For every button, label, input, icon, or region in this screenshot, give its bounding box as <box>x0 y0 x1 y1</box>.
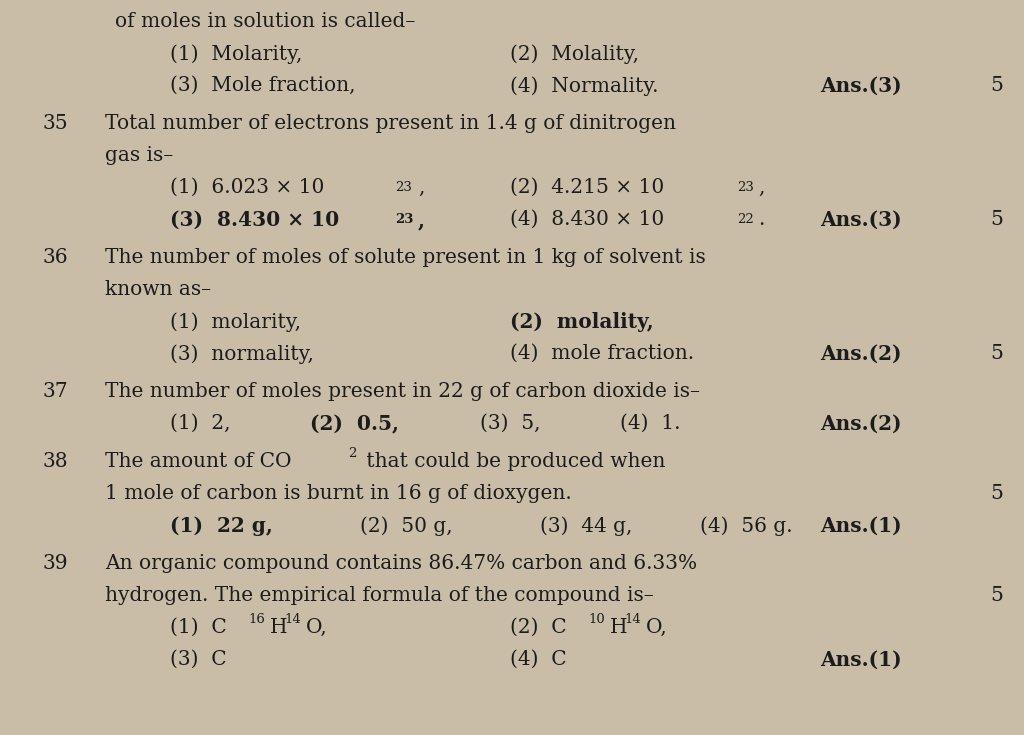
Text: (3)  C: (3) C <box>170 650 226 669</box>
Text: The number of moles present in 22 g of carbon dioxide is–: The number of moles present in 22 g of c… <box>105 382 700 401</box>
Text: (3)  5,: (3) 5, <box>480 414 541 433</box>
Text: hydrogen. The empirical formula of the compound is–: hydrogen. The empirical formula of the c… <box>105 586 653 605</box>
Text: (3)  Mole fraction,: (3) Mole fraction, <box>170 76 355 95</box>
Text: .: . <box>758 210 764 229</box>
Text: 10: 10 <box>588 613 605 626</box>
Text: ,: , <box>418 210 425 230</box>
Text: H: H <box>610 618 628 637</box>
Text: 14: 14 <box>624 613 641 626</box>
Text: 35: 35 <box>42 114 68 133</box>
Text: H: H <box>270 618 288 637</box>
Text: (1)  6.023 × 10: (1) 6.023 × 10 <box>170 178 325 197</box>
Text: (2)  molality,: (2) molality, <box>510 312 653 332</box>
Text: 5: 5 <box>990 210 1002 229</box>
Text: 23: 23 <box>395 213 414 226</box>
Text: of moles in solution is called–: of moles in solution is called– <box>115 12 416 31</box>
Text: 23: 23 <box>737 181 754 194</box>
Text: 1 mole of carbon is burnt in 16 g of dioxygen.: 1 mole of carbon is burnt in 16 g of dio… <box>105 484 571 503</box>
Text: ,: , <box>758 178 764 197</box>
Text: 5: 5 <box>990 344 1002 363</box>
Text: O,: O, <box>306 618 328 637</box>
Text: 39: 39 <box>42 554 68 573</box>
Text: (3)  normality,: (3) normality, <box>170 344 314 364</box>
Text: An organic compound contains 86.47% carbon and 6.33%: An organic compound contains 86.47% carb… <box>105 554 697 573</box>
Text: (2)  50 g,: (2) 50 g, <box>360 516 453 536</box>
Text: Ans.(2): Ans.(2) <box>820 414 901 434</box>
Text: 23: 23 <box>395 181 412 194</box>
Text: Total number of electrons present in 1.4 g of dinitrogen: Total number of electrons present in 1.4… <box>105 114 676 133</box>
Text: 37: 37 <box>42 382 68 401</box>
Text: (4)  56 g.: (4) 56 g. <box>700 516 793 536</box>
Text: (2)  Molality,: (2) Molality, <box>510 44 639 64</box>
Text: 38: 38 <box>42 452 68 471</box>
Text: 2: 2 <box>348 447 356 460</box>
Text: that could be produced when: that could be produced when <box>360 452 666 471</box>
Text: 36: 36 <box>42 248 68 267</box>
Text: (3)  44 g,: (3) 44 g, <box>540 516 633 536</box>
Text: (1)  Molarity,: (1) Molarity, <box>170 44 302 64</box>
Text: 5: 5 <box>990 76 1002 95</box>
Text: (1)  molarity,: (1) molarity, <box>170 312 301 331</box>
Text: gas is–: gas is– <box>105 146 173 165</box>
Text: (1)  C: (1) C <box>170 618 226 637</box>
Text: Ans.(2): Ans.(2) <box>820 344 901 364</box>
Text: (4)  C: (4) C <box>510 650 566 669</box>
Text: 16: 16 <box>248 613 265 626</box>
Text: (2)  C: (2) C <box>510 618 566 637</box>
Text: (1)  2,: (1) 2, <box>170 414 230 433</box>
Text: (2)  4.215 × 10: (2) 4.215 × 10 <box>510 178 665 197</box>
Text: 14: 14 <box>284 613 301 626</box>
Text: Ans.(3): Ans.(3) <box>820 76 901 96</box>
Text: Ans.(1): Ans.(1) <box>820 650 901 670</box>
Text: The amount of CO: The amount of CO <box>105 452 292 471</box>
Text: (4)  Normality.: (4) Normality. <box>510 76 658 96</box>
Text: Ans.(3): Ans.(3) <box>820 210 901 230</box>
Text: known as–: known as– <box>105 280 211 299</box>
Text: (4)  mole fraction.: (4) mole fraction. <box>510 344 694 363</box>
Text: (4)  8.430 × 10: (4) 8.430 × 10 <box>510 210 665 229</box>
Text: 22: 22 <box>737 213 754 226</box>
Text: (1)  22 g,: (1) 22 g, <box>170 516 272 536</box>
Text: The number of moles of solute present in 1 kg of solvent is: The number of moles of solute present in… <box>105 248 706 267</box>
Text: Ans.(1): Ans.(1) <box>820 516 901 536</box>
Text: (3)  8.430 × 10: (3) 8.430 × 10 <box>170 210 339 230</box>
Text: O,: O, <box>646 618 668 637</box>
Text: 5: 5 <box>990 586 1002 605</box>
Text: (4)  1.: (4) 1. <box>620 414 681 433</box>
Text: 5: 5 <box>990 484 1002 503</box>
Text: (2)  0.5,: (2) 0.5, <box>310 414 399 434</box>
Text: ,: , <box>418 178 424 197</box>
